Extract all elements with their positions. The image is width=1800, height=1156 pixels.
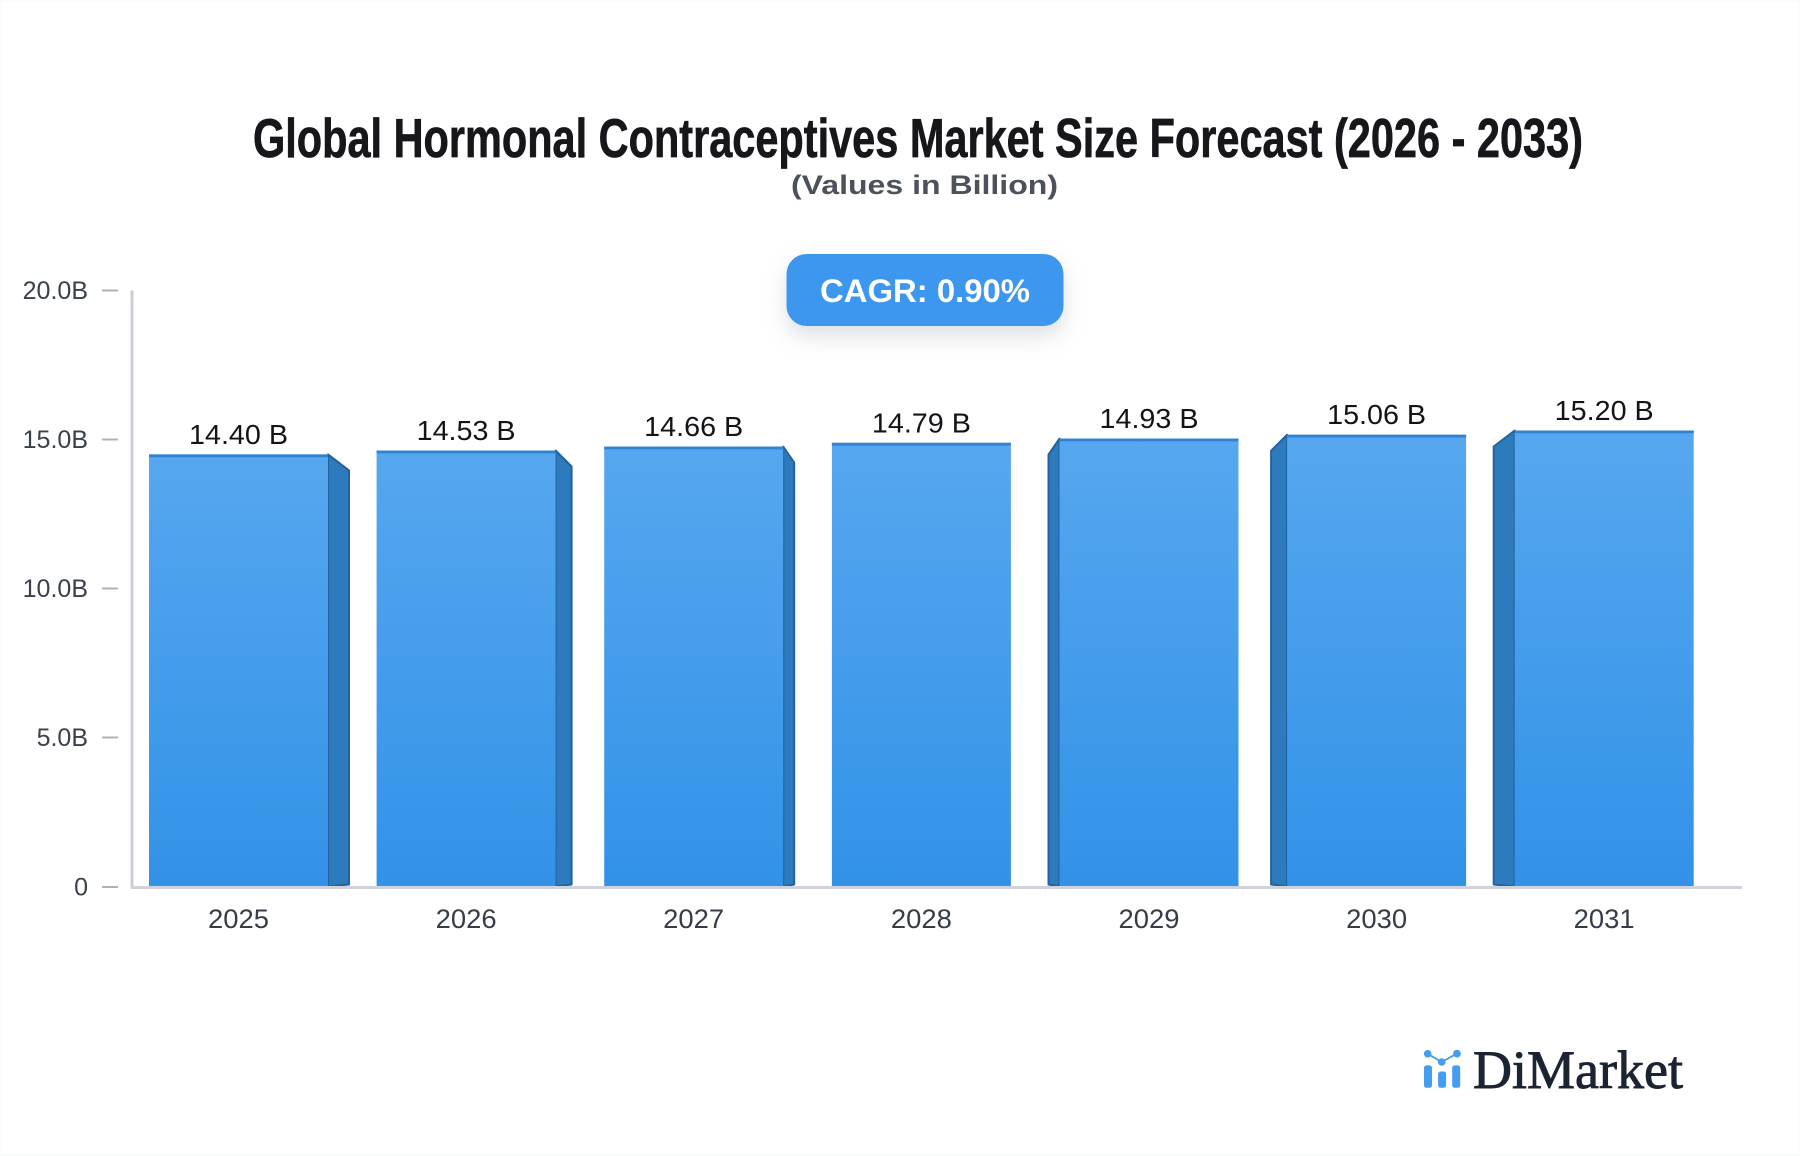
svg-text:0: 0 [74,874,88,902]
svg-text:2029: 2029 [1119,904,1180,934]
svg-text:Global Hormonal Contraceptives: Global Hormonal Contraceptives Market Si… [253,107,1583,169]
svg-text:14.93 B: 14.93 B [1100,403,1199,434]
svg-text:14.79 B: 14.79 B [872,407,971,438]
svg-text:2031: 2031 [1574,904,1635,934]
svg-text:15.0B: 15.0B [23,426,88,454]
svg-text:2025: 2025 [208,904,269,934]
svg-text:14.53 B: 14.53 B [417,415,516,446]
svg-text:2028: 2028 [891,904,952,934]
svg-text:15.20 B: 15.20 B [1555,395,1654,426]
svg-text:CAGR: 0.90%: CAGR: 0.90% [820,273,1030,309]
svg-text:2030: 2030 [1346,904,1407,934]
svg-text:2026: 2026 [436,904,497,934]
svg-text:14.66 B: 14.66 B [644,411,743,442]
svg-text:(Values in Billion): (Values in Billion) [791,170,1058,200]
svg-text:20.0B: 20.0B [23,277,88,305]
svg-text:10.0B: 10.0B [23,575,88,603]
svg-text:14.40 B: 14.40 B [189,419,288,450]
svg-text:2027: 2027 [663,904,724,934]
svg-text:DiMarket: DiMarket [1473,1040,1683,1100]
svg-text:15.06 B: 15.06 B [1327,399,1426,430]
svg-text:5.0B: 5.0B [37,724,88,752]
